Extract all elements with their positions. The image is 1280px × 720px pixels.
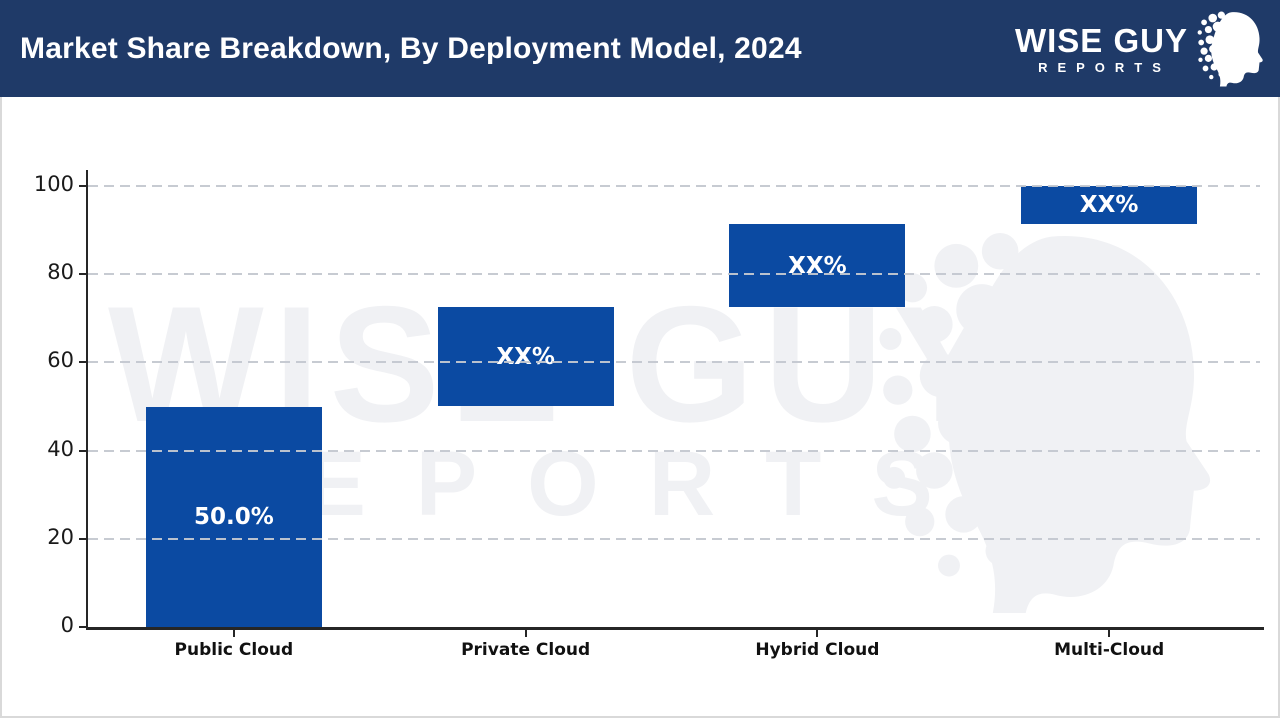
bottom-edge-line: [0, 716, 1280, 718]
header-bar: Market Share Breakdown, By Deployment Mo…: [0, 0, 1280, 97]
bar-private-cloud: XX%: [437, 307, 614, 407]
watermark-head-icon: [879, 232, 1211, 614]
brand-logo: WISE GUY REPORTS: [1015, 9, 1266, 89]
bar-value-label-multi-cloud: XX%: [1079, 192, 1139, 219]
gridline-y60: [88, 361, 1260, 364]
x-category-label-private-cloud: Private Cloud: [461, 640, 591, 660]
y-tick-label-40: 40: [47, 436, 74, 461]
bar-multi-cloud: XX%: [1021, 186, 1198, 225]
x-category-label-public-cloud: Public Cloud: [174, 640, 294, 660]
bar-public-cloud: 50.0%: [145, 406, 322, 627]
y-tick-40: [79, 449, 87, 452]
bar-value-label-private-cloud: XX%: [496, 343, 555, 370]
x-tick-multi-cloud: [1108, 629, 1111, 637]
x-category-label-hybrid-cloud: Hybrid Cloud: [755, 640, 880, 660]
y-tick-60: [79, 361, 87, 364]
y-tick-label-60: 60: [47, 348, 74, 373]
gridline-y40: [88, 449, 1260, 452]
bar-hybrid-cloud: XX%: [729, 224, 906, 308]
bar-value-label-public-cloud: 50.0%: [193, 503, 274, 530]
gridline-y20: [88, 537, 1260, 540]
y-axis-spine: [86, 170, 88, 629]
y-tick-0: [79, 626, 87, 628]
x-category-label-multi-cloud: Multi-Cloud: [1054, 640, 1165, 660]
y-tick-20: [79, 537, 87, 540]
y-tick-80: [79, 273, 87, 276]
y-tick-label-20: 20: [47, 524, 74, 549]
x-axis-spine: [86, 627, 1264, 630]
brand-name: WISE GUY: [1014, 21, 1188, 59]
y-tick-label-100: 100: [33, 172, 74, 196]
left-edge-line: [0, 97, 2, 718]
x-tick-public-cloud: [232, 629, 235, 637]
brand-text: WISE GUY REPORTS: [1015, 24, 1188, 74]
x-tick-private-cloud: [524, 629, 527, 637]
brand-subtitle: REPORTS: [1038, 59, 1171, 75]
y-tick-label-80: 80: [47, 260, 74, 285]
y-tick-100: [79, 185, 87, 187]
page-title: Market Share Breakdown, By Deployment Mo…: [20, 31, 802, 65]
wiseguy-head-icon: [1197, 11, 1263, 86]
y-tick-label-0: 0: [60, 613, 74, 637]
gridline-y100: [88, 185, 1260, 187]
right-edge-line: [1278, 97, 1280, 718]
gridline-y80: [88, 273, 1260, 276]
x-tick-hybrid-cloud: [816, 629, 819, 637]
